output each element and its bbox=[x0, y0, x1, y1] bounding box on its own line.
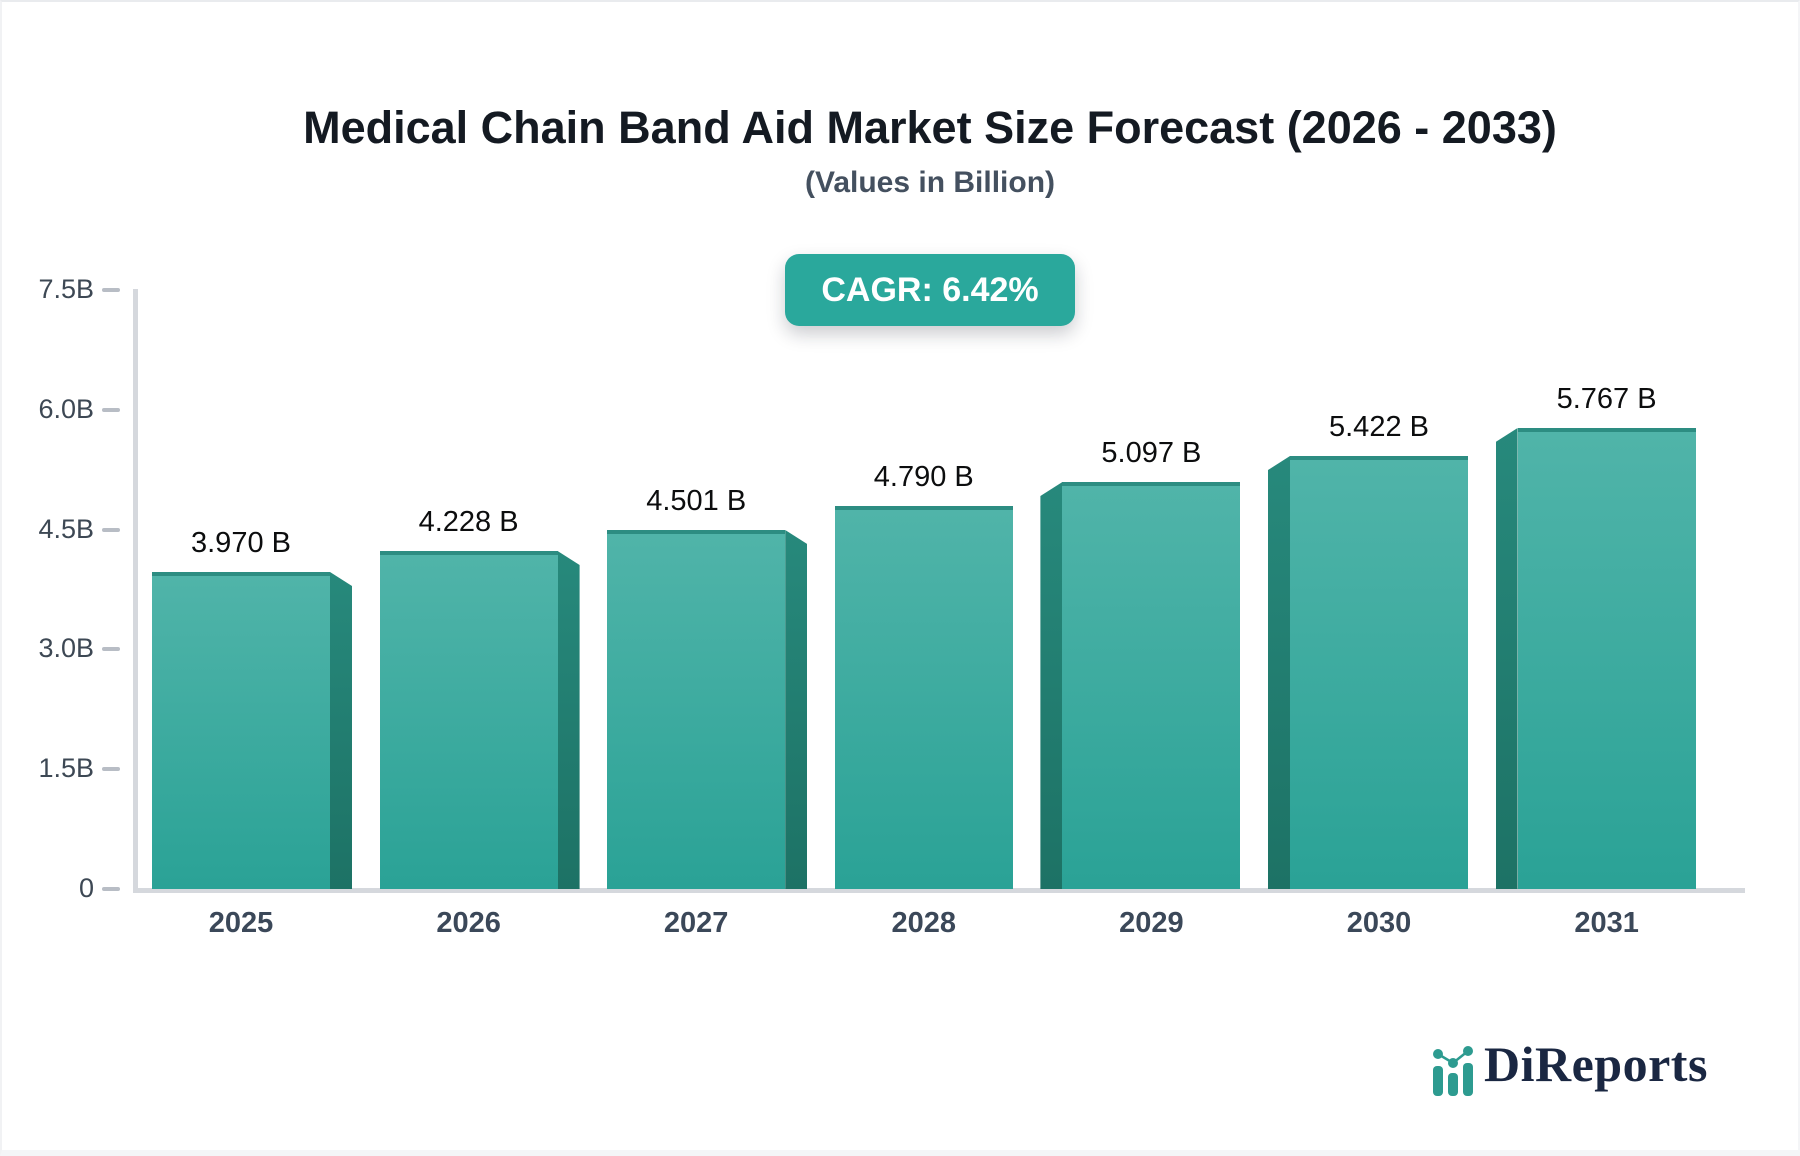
bar-2027 bbox=[607, 530, 786, 889]
y-tick-mark bbox=[102, 288, 120, 292]
x-axis-label-2027: 2027 bbox=[663, 907, 729, 939]
bar-value-label-2027: 4.501 B bbox=[646, 485, 747, 517]
bar-value-label-2031: 5.767 B bbox=[1556, 383, 1657, 415]
bar-2026 bbox=[379, 551, 558, 889]
x-axis-label-2028: 2028 bbox=[891, 907, 957, 939]
bar-value-label-2025: 3.970 B bbox=[191, 527, 291, 559]
y-axis-line bbox=[133, 289, 138, 890]
y-tick-mark bbox=[102, 647, 120, 652]
y-tick-label-7.5B: 7.5B bbox=[38, 274, 94, 304]
y-tick-mark bbox=[102, 767, 120, 772]
brand-logo: DiReports bbox=[1430, 1036, 1708, 1096]
y-tick-label-0: 0 bbox=[78, 873, 94, 903]
bar-side-face-2030 bbox=[1268, 456, 1290, 889]
y-tick-mark bbox=[102, 407, 120, 412]
cagr-badge: CAGR: 6.42% bbox=[785, 254, 1075, 326]
x-axis-line bbox=[133, 888, 1745, 893]
x-axis-label-2025: 2025 bbox=[208, 907, 274, 939]
y-tick-mark bbox=[102, 887, 120, 891]
bar-value-label-2029: 5.097 B bbox=[1101, 437, 1202, 469]
x-axis-label-2030: 2030 bbox=[1346, 907, 1412, 939]
bar-2028 bbox=[834, 506, 1013, 889]
bar-value-label-2030: 5.422 B bbox=[1329, 411, 1429, 443]
brand-name: DiReports bbox=[1484, 1036, 1708, 1092]
bar-2030 bbox=[1290, 456, 1468, 889]
cagr-badge-row: CAGR: 6.42% bbox=[72, 254, 1788, 326]
chart-header: Medical Chain Band Aid Market Size Forec… bbox=[72, 102, 1788, 200]
y-tick-mark bbox=[102, 527, 120, 532]
x-axis-label-2031: 2031 bbox=[1574, 907, 1639, 939]
y-tick-label-4.5B: 4.5B bbox=[38, 513, 94, 544]
y-tick-label-6.0B: 6.0B bbox=[38, 393, 94, 424]
bar-side-face-2026 bbox=[557, 551, 580, 889]
bar-2029 bbox=[1062, 482, 1241, 889]
bar-value-label-2026: 4.228 B bbox=[418, 506, 519, 538]
chart-subtitle: (Values in Billion) bbox=[804, 166, 1056, 199]
x-axis-label-2026: 2026 bbox=[436, 907, 501, 939]
y-tick-label-3.0B: 3.0B bbox=[38, 633, 94, 664]
y-tick-label-1.5B: 1.5B bbox=[38, 753, 94, 784]
x-axis-label-2029: 2029 bbox=[1119, 907, 1184, 939]
bar-line-chart-icon bbox=[1433, 1046, 1473, 1096]
bar-side-face-2027 bbox=[785, 530, 808, 889]
bar-side-face-2025 bbox=[330, 572, 352, 889]
bar-value-label-2028: 4.790 B bbox=[873, 461, 974, 493]
bar-2025 bbox=[152, 572, 330, 889]
page-title: Medical Chain Band Aid Market Size Forec… bbox=[303, 102, 1557, 153]
bar-side-face-2031 bbox=[1495, 428, 1518, 889]
bar-2031 bbox=[1517, 428, 1696, 889]
bar-side-face-2029 bbox=[1040, 482, 1063, 889]
